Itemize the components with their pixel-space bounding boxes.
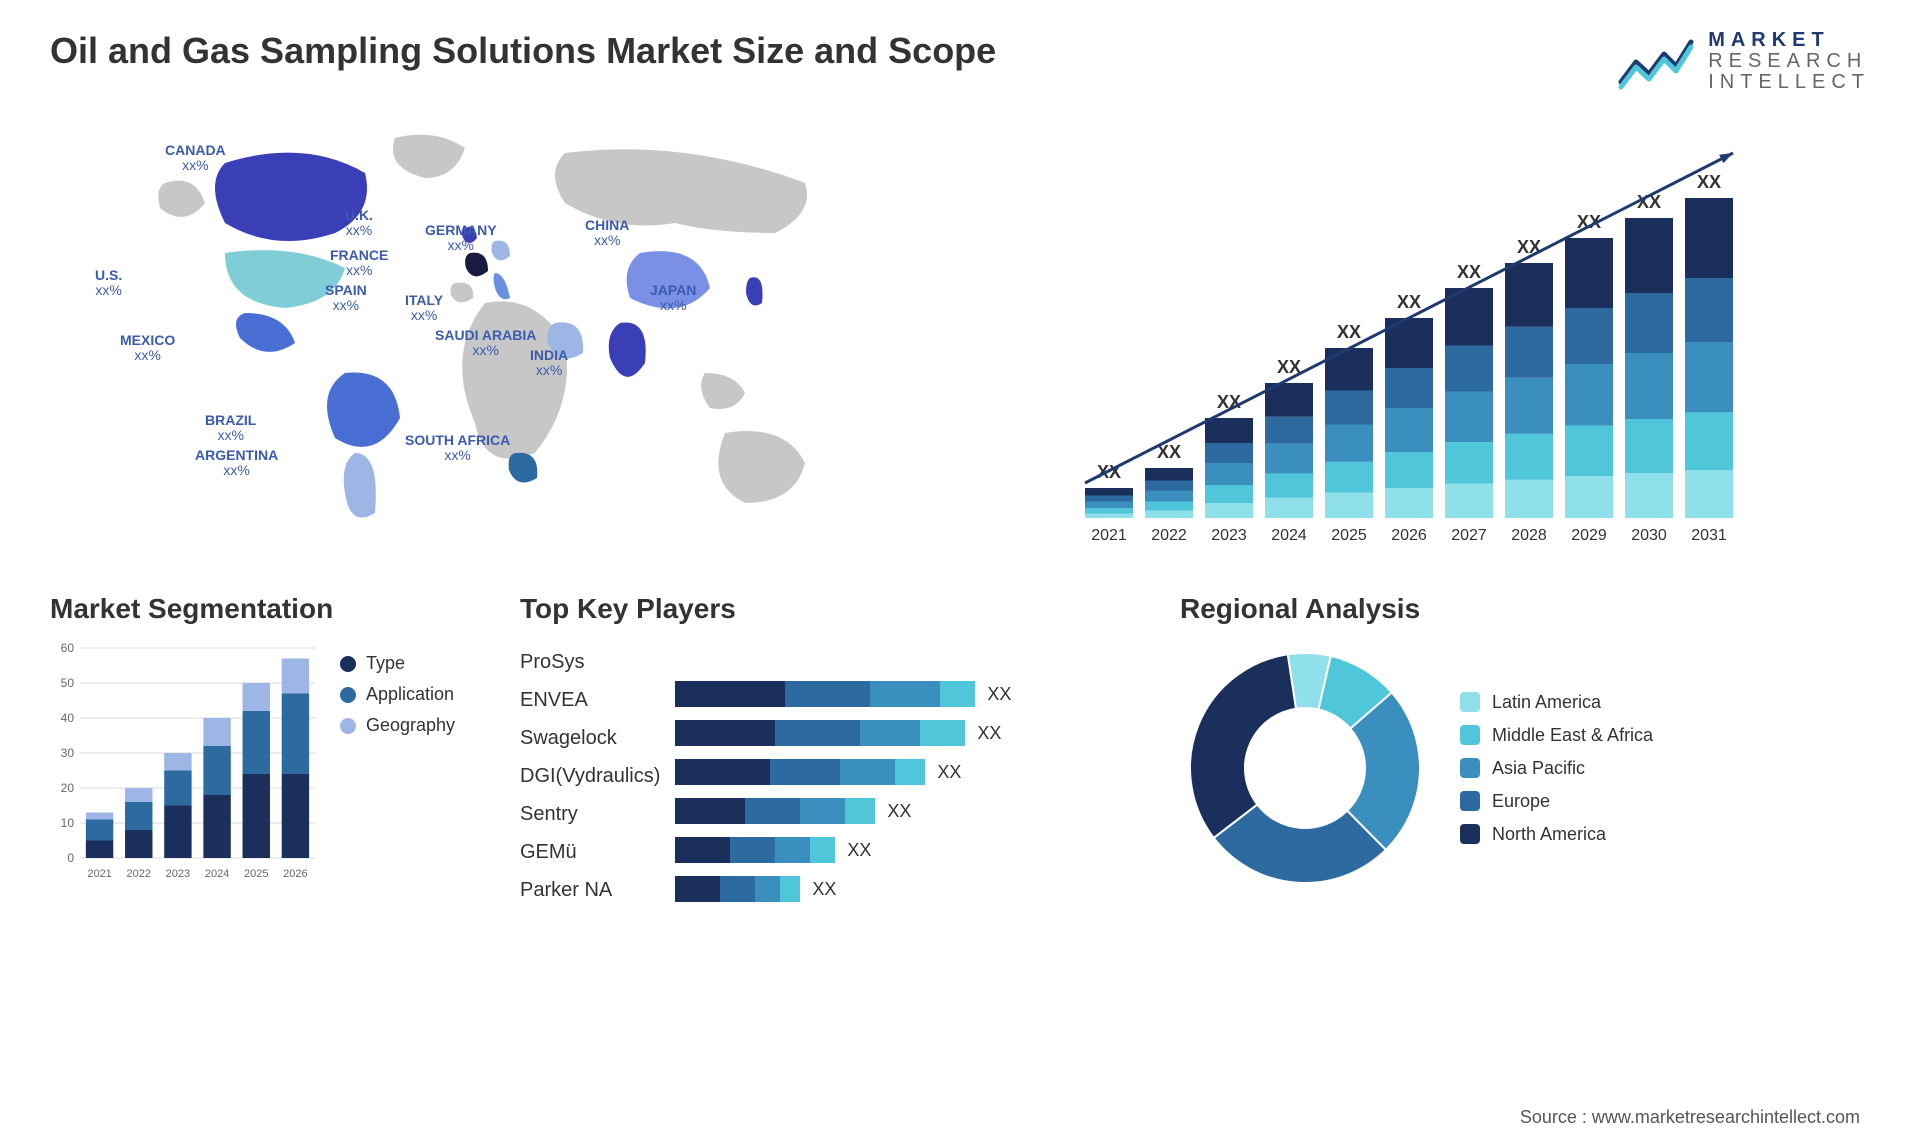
region-legend-item: North America [1460,824,1653,845]
svg-text:10: 10 [61,816,75,830]
world-map: CANADAxx% U.S.xx% MEXICOxx% BRAZILxx% ARGENT… [50,123,940,553]
player-bar-row: XX [675,833,1140,867]
svg-text:XX: XX [1457,262,1481,282]
player-name: ENVEA [520,681,660,719]
logo: MARKET RESEARCH INTELLECT [1616,30,1870,93]
svg-text:2022: 2022 [127,868,151,880]
svg-text:2023: 2023 [1211,527,1247,544]
region-legend-item: Middle East & Africa [1460,725,1653,746]
svg-text:2024: 2024 [205,868,229,880]
region-legend-item: Latin America [1460,692,1653,713]
svg-text:60: 60 [61,643,75,655]
regional-donut [1180,643,1430,893]
players-title: Top Key Players [520,593,1140,625]
seg-legend-item: Geography [340,715,455,736]
map-label-spain: SPAINxx% [325,283,367,314]
svg-text:XX: XX [1397,292,1421,312]
player-name: Sentry [520,795,660,833]
svg-text:2026: 2026 [283,868,307,880]
svg-text:0: 0 [67,851,74,865]
region-legend-item: Asia Pacific [1460,758,1653,779]
svg-text:30: 30 [61,746,75,760]
svg-text:2026: 2026 [1391,527,1427,544]
map-label-india: INDIAxx% [530,348,568,379]
svg-text:20: 20 [61,781,75,795]
svg-text:2021: 2021 [1091,527,1127,544]
seg-legend-item: Type [340,653,455,674]
logo-icon [1616,32,1696,92]
svg-text:2024: 2024 [1271,527,1307,544]
svg-text:XX: XX [1697,172,1721,192]
map-label-us: U.S.xx% [95,268,122,299]
player-name: GEMü [520,833,660,871]
svg-text:2023: 2023 [166,868,190,880]
region-legend-item: Europe [1460,791,1653,812]
main-bar-chart: XX2021XX2022XX2023XX2024XX2025XX2026XX20… [980,123,1870,553]
svg-text:2030: 2030 [1631,527,1667,544]
map-label-saudiarabia: SAUDI ARABIAxx% [435,328,536,359]
svg-text:40: 40 [61,711,75,725]
svg-text:2027: 2027 [1451,527,1487,544]
map-label-france: FRANCExx% [330,248,388,279]
svg-text:2031: 2031 [1691,527,1727,544]
logo-line2: RESEARCH [1708,51,1870,72]
svg-text:2028: 2028 [1511,527,1547,544]
segmentation-title: Market Segmentation [50,593,480,625]
svg-text:2025: 2025 [1331,527,1367,544]
player-name: ProSys [520,643,660,681]
player-bar-row: XX [675,755,1140,789]
map-label-brazil: BRAZILxx% [205,413,256,444]
svg-text:2022: 2022 [1151,527,1187,544]
svg-text:2021: 2021 [87,868,111,880]
svg-text:2029: 2029 [1571,527,1607,544]
player-bar-row: XX [675,716,1140,750]
players-bars: XX XX XX XX XX XX [675,643,1140,911]
svg-text:2025: 2025 [244,868,268,880]
regional-legend: Latin America Middle East & Africa Asia Pa… [1460,680,1653,857]
player-bar-row: XX [675,872,1140,906]
players-list: ProSysENVEASwagelockDGI(Vydraulics)Sentr… [520,643,660,911]
player-bar-row: XX [675,677,1140,711]
map-label-china: CHINAxx% [585,218,629,249]
logo-line3: INTELLECT [1708,72,1870,93]
segmentation-chart: 0 10 20 30 40 50 60 2021 2022 2023 2024 2025 2026 [50,643,320,883]
segmentation-legend: Type Application Geography [340,643,455,746]
map-label-germany: GERMANYxx% [425,223,497,254]
map-label-uk: U.K.xx% [345,208,373,239]
source-text: Source : www.marketresearchintellect.com [1520,1107,1860,1128]
player-name: Swagelock [520,719,660,757]
player-bar-row: XX [675,794,1140,828]
regional-title: Regional Analysis [1180,593,1870,625]
map-label-southafrica: SOUTH AFRICAxx% [405,433,510,464]
map-label-italy: ITALYxx% [405,293,443,324]
map-label-canada: CANADAxx% [165,143,226,174]
svg-text:XX: XX [1337,322,1361,342]
map-label-argentina: ARGENTINAxx% [195,448,278,479]
svg-text:50: 50 [61,676,75,690]
logo-line1: MARKET [1708,30,1870,51]
player-name: DGI(Vydraulics) [520,757,660,795]
player-name: Parker NA [520,871,660,909]
map-label-japan: JAPANxx% [650,283,696,314]
seg-legend-item: Application [340,684,455,705]
map-label-mexico: MEXICOxx% [120,333,175,364]
page-title: Oil and Gas Sampling Solutions Market Si… [50,30,996,72]
